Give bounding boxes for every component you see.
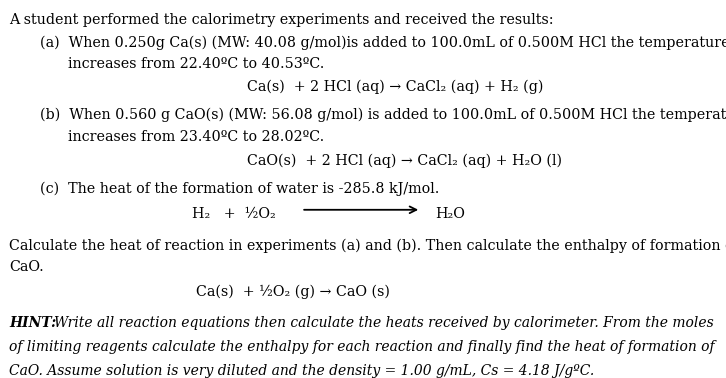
Text: (a)  When 0.250g Ca(s) (MW: 40.08 g/mol)is added to 100.0mL of 0.500M HCl the te: (a) When 0.250g Ca(s) (MW: 40.08 g/mol)i… <box>40 36 726 50</box>
Text: (b)  When 0.560 g CaO(s) (MW: 56.08 g/mol) is added to 100.0mL of 0.500M HCl the: (b) When 0.560 g CaO(s) (MW: 56.08 g/mol… <box>40 108 726 122</box>
Text: A student performed the calorimetry experiments and received the results:: A student performed the calorimetry expe… <box>9 13 554 27</box>
Text: of limiting reagents calculate the enthalpy for each reaction and finally find t: of limiting reagents calculate the entha… <box>9 340 715 354</box>
Text: Ca(s)  + ½O₂ (g) → CaO (s): Ca(s) + ½O₂ (g) → CaO (s) <box>196 284 390 299</box>
Text: CaO(s)  + 2 HCl (aq) → CaCl₂ (aq) + H₂O (l): CaO(s) + 2 HCl (aq) → CaCl₂ (aq) + H₂O (… <box>247 154 562 168</box>
Text: (c)  The heat of the formation of water is -285.8 kJ/mol.: (c) The heat of the formation of water i… <box>40 181 439 196</box>
Text: HINT:: HINT: <box>9 316 62 330</box>
Text: Write all reaction equations then calculate the heats received by calorimeter. F: Write all reaction equations then calcul… <box>54 316 714 330</box>
Text: H₂O: H₂O <box>436 207 465 221</box>
Text: H₂   +  ½O₂: H₂ + ½O₂ <box>192 207 276 221</box>
Text: CaO.: CaO. <box>9 260 44 274</box>
Text: increases from 22.40ºC to 40.53ºC.: increases from 22.40ºC to 40.53ºC. <box>68 57 324 71</box>
Text: CaO. Assume solution is very diluted and the density = 1.00 g/mL, Cs = 4.18 J/gº: CaO. Assume solution is very diluted and… <box>9 364 595 378</box>
Text: Calculate the heat of reaction in experiments (a) and (b). Then calculate the en: Calculate the heat of reaction in experi… <box>9 238 726 253</box>
Text: Ca(s)  + 2 HCl (aq) → CaCl₂ (aq) + H₂ (g): Ca(s) + 2 HCl (aq) → CaCl₂ (aq) + H₂ (g) <box>247 79 543 94</box>
Text: increases from 23.40ºC to 28.02ºC.: increases from 23.40ºC to 28.02ºC. <box>68 130 324 144</box>
